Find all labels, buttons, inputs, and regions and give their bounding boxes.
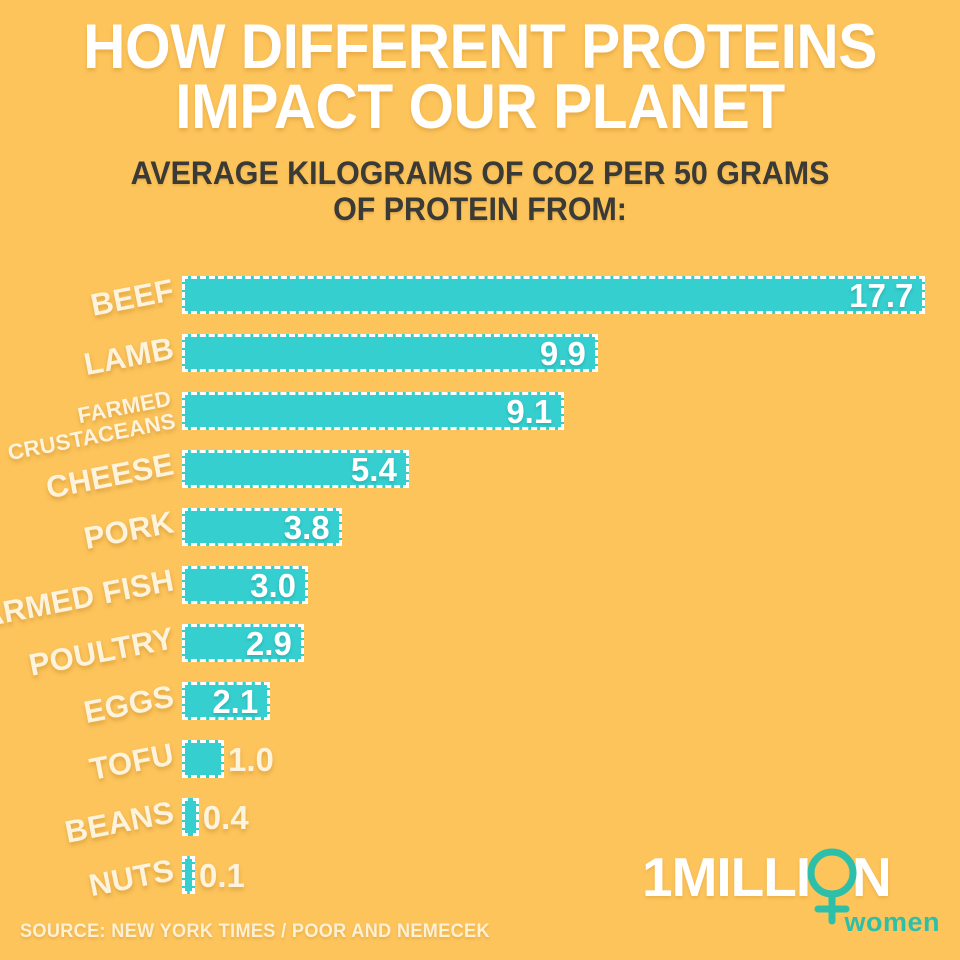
bar-track: 17.7 [182,276,926,314]
bar-track: 0.1 [182,856,245,894]
venus-symbol-icon [807,848,857,925]
bar[interactable]: 9.1 [182,392,565,430]
bar-row: POULTRY 2.9 [0,616,960,683]
bar-track: 9.1 [182,392,565,430]
bar-value-label: 9.1 [506,392,553,430]
bar[interactable]: 2.1 [182,682,271,720]
subtitle-line-2: OF PROTEIN FROM: [333,190,627,227]
bar[interactable]: 2.9 [182,624,304,662]
bar-track: 5.4 [182,450,409,488]
bar-value-label: 0.4 [202,798,249,836]
poster-header: HOW DIFFERENT PROTEINS IMPACT OUR PLANET… [0,0,960,227]
bar[interactable]: 0.4 [182,798,249,836]
logo-wordmark-post: N [851,846,892,908]
bar-value-label: 5.4 [350,450,397,488]
brand-logo: 1MILLION women [642,848,942,936]
bar-row: TOFU 1.0 [0,732,960,790]
bar-track: 1.0 [182,740,274,778]
bar-value-label: 2.9 [245,624,292,662]
subtitle-line-1: AVERAGE KILOGRAMS OF CO2 PER 50 GRAMS [130,154,830,191]
bar-value-label: 9.9 [539,334,586,372]
bar[interactable]: 9.9 [182,334,598,372]
title-line-2: IMPACT OUR PLANET [175,71,785,142]
bar-row: PORK 3.8 [0,500,960,558]
bar-track: 3.0 [182,566,308,604]
bar[interactable]: 1.0 [182,740,274,778]
source-credit: SOURCE: NEW YORK TIMES / POOR AND NEMECE… [20,921,490,942]
bar-track: 3.8 [182,508,342,546]
bar-value-label: 0.1 [199,856,245,894]
bar-track: 2.1 [182,682,271,720]
bar-row: NUTS 0.1 [0,848,960,906]
bar-row: BEEF 17.7 [0,268,960,326]
bar-row: LAMB 9.9 [0,326,960,384]
bar-value-label: 2.1 [212,682,259,720]
page-subtitle: AVERAGE KILOGRAMS OF CO2 PER 50 GRAMS OF… [24,138,936,228]
logo-subtext: women [844,907,940,937]
bar-chart: BEEF 17.7 LAMB 9.9 FARMED CRUSTACEANS 9.1 CHEES… [0,268,960,903]
bar-value-label: 3.8 [283,508,330,546]
logo-wordmark: 1MILLION [642,850,892,905]
bar-track: 2.9 [182,624,304,662]
bar[interactable]: 0.1 [182,856,245,894]
bar-row: FARMED FISH 3.0 [0,558,960,637]
bar-value-label: 17.7 [849,276,914,314]
bar-row: EGGS 2.1 [0,674,960,732]
bar[interactable]: 3.8 [182,508,342,546]
page-title: HOW DIFFERENT PROTEINS IMPACT OUR PLANET [34,0,927,142]
logo-wordmark-pre: 1MILLI [642,846,811,908]
bar-track: 9.9 [182,334,598,372]
bar-row: FARMED CRUSTACEANS 9.1 [0,384,960,465]
bar-value-label: 1.0 [228,740,274,778]
title-line-1: HOW DIFFERENT PROTEINS [83,12,877,82]
bar[interactable]: 17.7 [182,276,926,314]
bar-row: BEANS 0.4 [0,790,960,849]
bar[interactable]: 3.0 [182,566,308,604]
bar-value-label: 3.0 [250,566,296,604]
bar[interactable]: 5.4 [182,450,409,488]
bar-row: CHEESE 5.4 [0,442,960,505]
bar-track: 0.4 [182,798,249,836]
